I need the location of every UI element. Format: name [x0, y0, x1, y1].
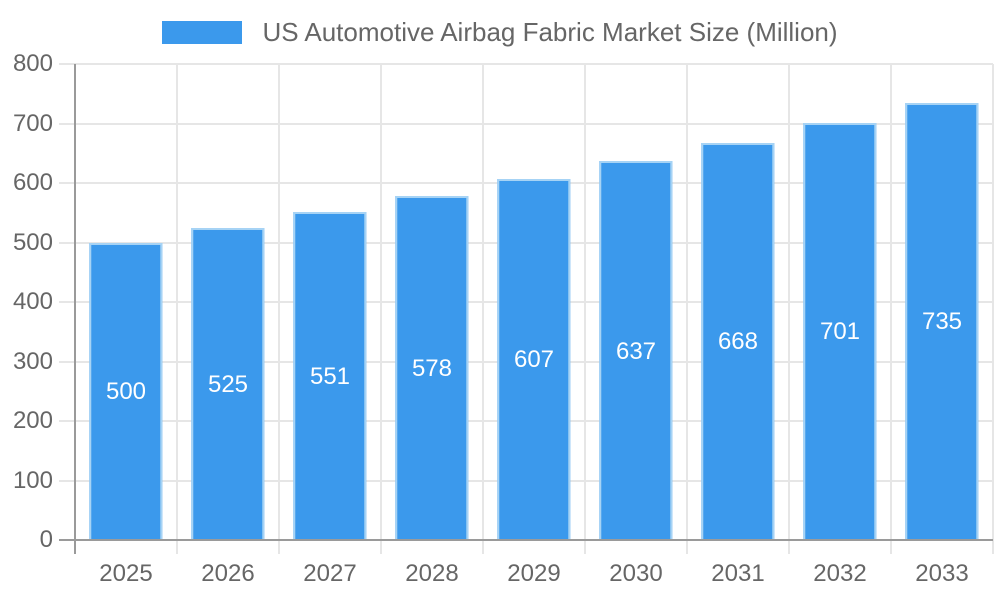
bar-2028[interactable]: 578 — [395, 196, 469, 540]
x-axis-tick-label: 2032 — [813, 560, 867, 587]
y-axis-line — [74, 64, 76, 554]
legend-label: US Automotive Airbag Fabric Market Size … — [262, 17, 838, 47]
bar-2027[interactable]: 551 — [293, 212, 367, 540]
y-axis-tick-label: 100 — [12, 466, 53, 494]
legend-swatch — [162, 21, 243, 44]
x-gridline — [379, 64, 382, 554]
bar-value-label: 637 — [615, 337, 657, 365]
x-axis-tick-label: 2030 — [609, 560, 663, 587]
bar-2032[interactable]: 701 — [803, 122, 877, 540]
x-gridline — [278, 64, 280, 554]
bar-value-label: 668 — [717, 328, 759, 356]
x-gridline — [890, 64, 892, 554]
x-axis-tick-label: 2025 — [99, 560, 153, 587]
bar-value-label: 551 — [309, 363, 351, 391]
bar-2031[interactable]: 668 — [701, 142, 775, 540]
x-gridline — [992, 64, 994, 554]
plot-area: 0 100 200 300 400 500 600 700 800 500 2025 525 2026 5… — [13, 50, 994, 587]
bar-2029[interactable]: 607 — [497, 178, 571, 540]
bar-value-label: 701 — [819, 318, 861, 346]
bar-value-label: 578 — [411, 355, 453, 383]
y-axis-tick-label: 0 — [39, 526, 53, 553]
x-axis-tick-label: 2033 — [915, 560, 969, 587]
bar-value-label: 500 — [105, 378, 147, 406]
x-gridline — [788, 64, 790, 554]
y-gridline — [59, 63, 993, 65]
bar-2026[interactable]: 525 — [191, 227, 265, 540]
x-gridline — [584, 64, 586, 554]
legend-item[interactable]: US Automotive Airbag Fabric Market Size … — [0, 17, 1000, 48]
x-axis-tick-label: 2029 — [507, 560, 561, 587]
bar-column: 637 — [585, 64, 687, 540]
y-axis-tick-label: 700 — [12, 109, 53, 137]
x-axis-tick-label: 2028 — [405, 560, 459, 587]
y-axis-tick-label: 500 — [12, 228, 53, 256]
bar-column: 701 — [789, 64, 891, 540]
x-gridline — [482, 64, 484, 554]
y-axis-tick-label: 800 — [12, 50, 53, 77]
y-axis-tick-label: 600 — [12, 169, 53, 196]
bar-value-label: 607 — [513, 346, 555, 374]
x-gridline — [685, 64, 688, 554]
bar-column: 607 — [483, 64, 585, 540]
bar-column: 525 — [177, 64, 279, 540]
bar-2025[interactable]: 500 — [89, 242, 163, 540]
bar-column: 551 — [279, 64, 381, 540]
bar-column: 735 — [891, 64, 993, 540]
bar-column: 500 — [75, 64, 177, 540]
y-gridline — [59, 122, 993, 125]
y-axis-tick-label: 400 — [12, 288, 53, 315]
bar-2030[interactable]: 637 — [599, 161, 673, 540]
bar-2033[interactable]: 735 — [905, 102, 979, 540]
bar-value-label: 525 — [207, 370, 249, 398]
y-axis-tick-label: 300 — [12, 347, 53, 375]
x-axis-line — [59, 539, 993, 541]
x-axis-tick-label: 2027 — [303, 560, 357, 587]
x-axis-tick-label: 2026 — [201, 560, 255, 587]
bar-column: 668 — [687, 64, 789, 540]
bar-column: 578 — [381, 64, 483, 540]
y-axis-tick-label: 200 — [12, 407, 53, 434]
bar-value-label: 735 — [921, 308, 963, 336]
x-gridline — [176, 64, 178, 554]
x-axis-tick-label: 2031 — [711, 560, 765, 587]
